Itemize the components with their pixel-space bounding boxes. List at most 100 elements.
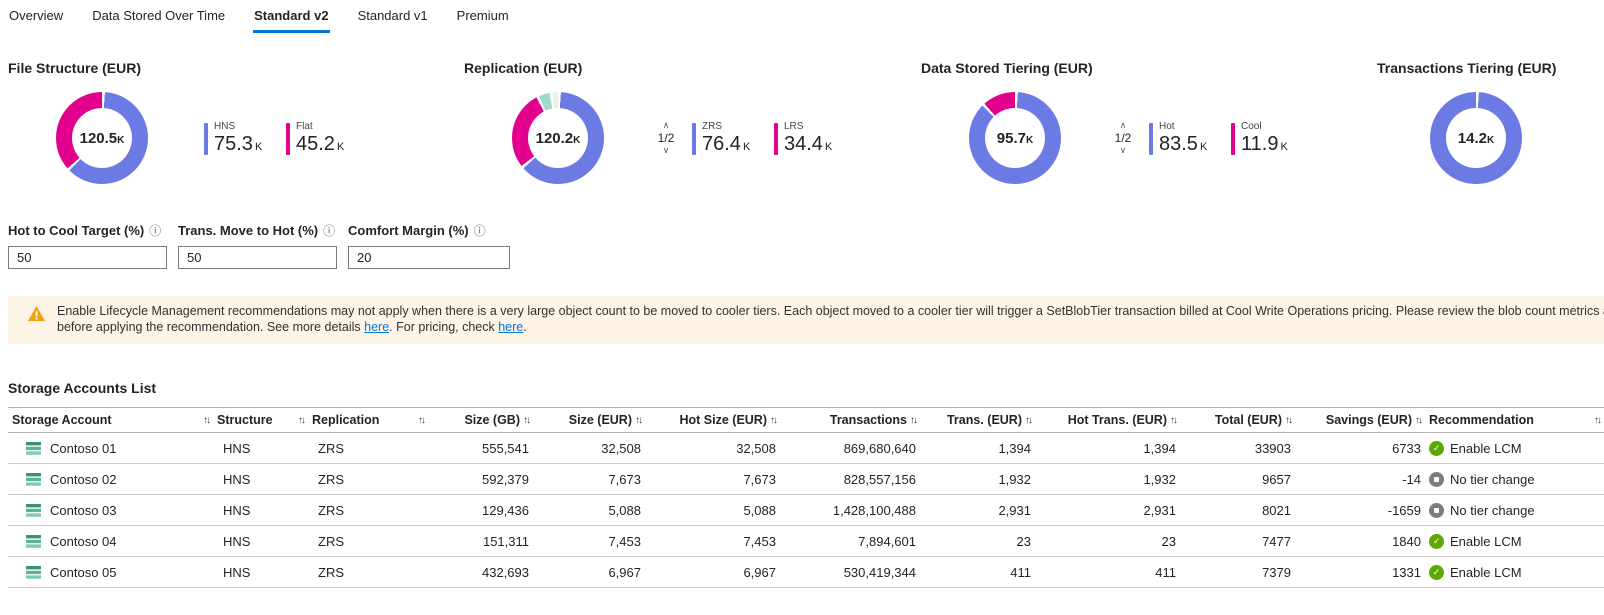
col-header-recommendation[interactable]: Recommendation ↑↓ <box>1429 413 1602 428</box>
legend-label: Hot <box>1159 121 1175 132</box>
warning-icon <box>28 306 45 335</box>
total-eur-cell: 7477 <box>1262 533 1291 549</box>
recommendation-status-icon <box>1429 502 1444 518</box>
table-header-row: Storage Account ↑↓ Structure ↑↓ Replicatio… <box>8 407 1604 434</box>
col-header-hot-size-eur[interactable]: Hot Size (EUR) ↑↓ <box>679 413 779 428</box>
size-eur-cell: 6,967 <box>608 564 641 580</box>
table-row[interactable]: Contoso 01 HNS ZRS 555,541 32,508 32,508… <box>8 433 1604 465</box>
col-header-total-eur[interactable]: Total (EUR) ↑↓ <box>1214 413 1293 428</box>
savings-eur-cell: -1659 <box>1387 502 1421 518</box>
legend-item[interactable]: Hot 83.5 K <box>1149 121 1211 155</box>
details-link[interactable]: here <box>364 319 390 334</box>
legend-item[interactable]: Cool 11.9 K <box>1231 121 1293 155</box>
sort-icon: ↑↓ <box>910 414 918 426</box>
warning-text: Enable Lifecycle Management recommendati… <box>57 304 1604 334</box>
hot-to-cool-target-input[interactable] <box>8 246 167 269</box>
size-gb-cell: 555,541 <box>482 440 529 456</box>
legend-value: 76.4 <box>702 132 741 155</box>
tab-data-stored-over-time[interactable]: Data Stored Over Time <box>92 8 226 23</box>
charts-section: File Structure (EUR) 120.5K HNS 75.3 K Fl… <box>0 60 1604 192</box>
sort-icon: ↑↓ <box>1170 414 1178 426</box>
tab-standard-v1[interactable]: Standard v1 <box>357 8 428 23</box>
info-icon[interactable]: ⓘ <box>149 224 162 238</box>
col-header-replication[interactable]: Replication ↑↓ <box>312 413 426 428</box>
col-header-trans-eur[interactable]: Trans. (EUR) ↑↓ <box>946 413 1033 428</box>
col-header-structure[interactable]: Structure ↑↓ <box>217 413 306 428</box>
sort-icon: ↑↓ <box>1415 414 1423 426</box>
sort-icon: ↑↓ <box>298 414 306 426</box>
legend-value: 75.3 <box>214 132 253 155</box>
table-row[interactable]: Contoso 02 HNS ZRS 592,379 7,673 7,673 8… <box>8 464 1604 496</box>
legend-item[interactable]: LRS 34.4 K <box>774 121 836 155</box>
table-row[interactable]: Contoso 05 HNS ZRS 432,693 6,967 6,967 5… <box>8 557 1604 589</box>
col-header-size-eur[interactable]: Size (EUR) ↑↓ <box>568 413 643 428</box>
trans-eur-cell: 1,932 <box>998 471 1031 487</box>
legend-label: Flat <box>296 121 313 132</box>
chevron-down-icon[interactable]: ∨ <box>662 145 670 155</box>
legend-item[interactable]: Flat 45.2 K <box>286 121 348 155</box>
pricing-link[interactable]: here <box>498 319 524 334</box>
donut-chart-data-stored-tiering[interactable]: 95.7K <box>969 92 1061 184</box>
col-header-storage-account[interactable]: Storage Account ↑↓ <box>12 413 211 428</box>
storage-account-icon <box>26 534 41 548</box>
trans-eur-cell: 411 <box>1010 564 1031 580</box>
table-row[interactable]: Contoso 04 HNS ZRS 151,311 7,453 7,453 7… <box>8 526 1604 558</box>
info-icon[interactable]: ⓘ <box>473 224 486 238</box>
sort-icon: ↑↓ <box>635 414 643 426</box>
transactions-cell: 530,419,344 <box>843 564 916 580</box>
tab-premium[interactable]: Premium <box>456 8 509 23</box>
legend-item[interactable]: ZRS 76.4 K <box>692 121 754 155</box>
total-eur-cell: 8021 <box>1262 502 1291 518</box>
report-tab-bar: Overview Data Stored Over Time Standard … <box>0 0 1604 33</box>
comfort-margin-input[interactable] <box>348 246 510 269</box>
hot-size-eur-cell: 32,508 <box>736 440 776 456</box>
col-header-savings-eur[interactable]: Savings (EUR) ↑↓ <box>1325 413 1423 428</box>
recommendation-status-icon <box>1429 471 1444 487</box>
sort-icon: ↑↓ <box>203 414 211 426</box>
tab-overview[interactable]: Overview <box>9 8 64 23</box>
chevron-up-icon[interactable]: ∧ <box>1119 120 1127 130</box>
transactions-cell: 869,680,640 <box>843 440 916 456</box>
legend-suffix: K <box>254 140 263 153</box>
donut-chart-file-structure[interactable]: 120.5K <box>56 92 148 184</box>
hot-to-cool-target-label: Hot to Cool Target (%) ⓘ <box>8 223 162 238</box>
chart-legend: ZRS 76.4 K LRS 34.4 K <box>692 121 836 155</box>
transactions-cell: 828,557,156 <box>843 471 916 487</box>
legend-suffix: K <box>336 140 345 153</box>
structure-cell: HNS <box>223 564 251 580</box>
legend-value: 34.4 <box>784 132 823 155</box>
chart-legend: HNS 75.3 K Flat 45.2 K <box>204 121 348 155</box>
chevron-up-icon[interactable]: ∧ <box>662 120 670 130</box>
replication-cell: ZRS <box>318 502 344 518</box>
col-header-size-gb[interactable]: Size (GB) ↑↓ <box>464 413 531 428</box>
col-header-transactions[interactable]: Transactions ↑↓ <box>829 413 918 428</box>
storage-account-icon <box>26 503 41 517</box>
hot-trans-eur-cell: 1,394 <box>1143 440 1176 456</box>
storage-account-icon <box>26 472 41 486</box>
hot-trans-eur-cell: 1,932 <box>1143 471 1176 487</box>
table-row[interactable]: Contoso 03 HNS ZRS 129,436 5,088 5,088 1… <box>8 495 1604 527</box>
hot-size-eur-cell: 6,967 <box>743 564 776 580</box>
legend-color-bar <box>692 123 696 155</box>
storage-account-cell: Contoso 03 <box>8 503 213 518</box>
recommendation-cell: No tier change <box>1425 502 1604 518</box>
legend-suffix: K <box>1280 140 1288 153</box>
chart-file-structure: File Structure (EUR) 120.5K HNS 75.3 K Fl… <box>0 60 456 192</box>
hot-trans-eur-cell: 23 <box>1161 533 1176 549</box>
col-header-hot-trans-eur[interactable]: Hot Trans. (EUR) ↑↓ <box>1067 413 1178 428</box>
chart-title: Transactions Tiering (EUR) <box>1377 60 1557 76</box>
donut-chart-replication[interactable]: 120.2K <box>512 92 604 184</box>
recommendation-status-icon: ✓ <box>1429 564 1444 580</box>
donut-chart-transactions-tiering[interactable]: 14.2K <box>1430 92 1522 184</box>
hot-trans-eur-cell: 411 <box>1155 564 1176 580</box>
storage-account-cell: Contoso 01 <box>8 441 213 456</box>
legend-item[interactable]: HNS 75.3 K <box>204 121 266 155</box>
trans-move-to-hot-input[interactable] <box>178 246 337 269</box>
recommendation-cell: ✓ Enable LCM <box>1425 564 1604 580</box>
chevron-down-icon[interactable]: ∨ <box>1119 145 1127 155</box>
transactions-cell: 1,428,100,488 <box>832 502 916 518</box>
info-icon[interactable]: ⓘ <box>323 224 336 238</box>
size-eur-cell: 7,673 <box>608 471 641 487</box>
tab-standard-v2[interactable]: Standard v2 <box>253 6 330 33</box>
legend-label: LRS <box>784 121 804 132</box>
